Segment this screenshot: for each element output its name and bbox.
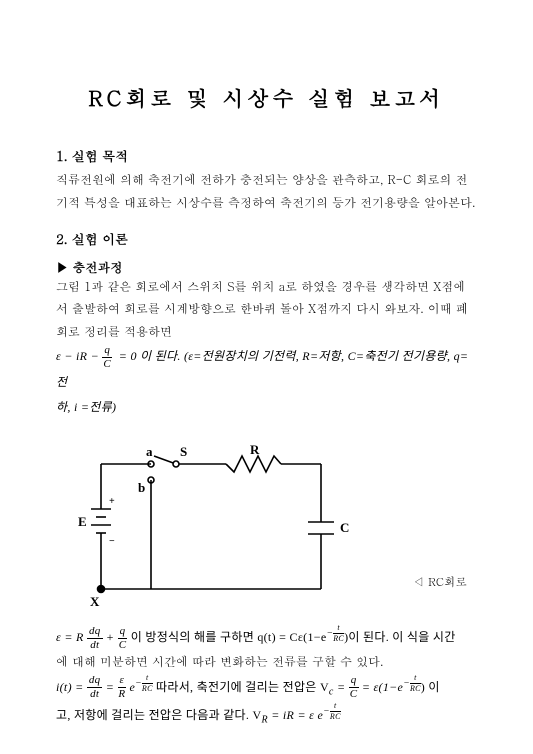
label-R: R bbox=[250, 442, 260, 457]
eq3-tail: ) 이 bbox=[421, 680, 440, 694]
eq2-f1n: dq bbox=[87, 626, 103, 639]
equation2: ε = R dq dt + q C 이 방정식의 해를 구하면 q(t) = C… bbox=[56, 624, 477, 651]
eq3-eq: = bbox=[106, 680, 114, 694]
eq3-f2n: ε bbox=[118, 675, 127, 688]
label-a: a bbox=[146, 444, 153, 459]
eq1-frac-num: q bbox=[102, 345, 112, 358]
circuit-figure: a b S R E C X + − ◁ RC회로 bbox=[56, 434, 477, 614]
eq1-lhs: ε − iR − bbox=[56, 349, 99, 363]
eq3-f2d: R bbox=[118, 688, 127, 700]
circuit-svg: a b S R E C X + − bbox=[56, 434, 366, 609]
eq2-expn: t bbox=[333, 624, 344, 634]
eq2-f2d: C bbox=[118, 639, 128, 651]
eq3-text: 따라서, 축전기에 걸리는 전압은 V bbox=[156, 680, 329, 694]
equation1: ε − iR − q C = 0 이 된다. (ε=전원장치의 기전력, R=저… bbox=[56, 344, 477, 395]
eq4-mid: = iR = ε e bbox=[271, 708, 323, 722]
eq4-sub: R bbox=[261, 714, 267, 725]
eq2-mid: + bbox=[106, 630, 114, 644]
eq2-expd: RC bbox=[333, 634, 344, 643]
eq4-en: t bbox=[330, 702, 341, 712]
eq1-mid: = 0 이 된다. (ε=전원장치의 기전력, R=저항, C=축전기 전기용량… bbox=[56, 349, 468, 389]
label-E: E bbox=[78, 514, 87, 529]
eq1-tail: 하, i =전류) bbox=[56, 395, 477, 420]
eq2-f1d: dt bbox=[87, 639, 103, 651]
eq3-e3n: t bbox=[410, 674, 421, 684]
circuit-caption: ◁ RC회로 bbox=[413, 574, 467, 590]
label-plus: + bbox=[109, 496, 115, 507]
equation3: i(t) = dq dt = ε R e−tRC 따라서, 축전기에 걸리는 전… bbox=[56, 674, 477, 702]
eq3-sub: c bbox=[329, 686, 334, 697]
eq2-line2: 에 대해 미분하면 시간에 따라 변화하는 전류를 구할 수 있다. bbox=[56, 651, 477, 674]
eq3-eq3: = ε(1−e bbox=[362, 680, 403, 694]
eq4-text: 고, 저항에 걸리는 전압은 다음과 같다. V bbox=[56, 708, 261, 722]
eq3-f1d: dt bbox=[87, 688, 103, 700]
eq3-e2d: RC bbox=[142, 684, 153, 693]
label-C: C bbox=[340, 520, 349, 535]
label-S: S bbox=[180, 444, 187, 459]
eq2-pre: ε = R bbox=[56, 630, 84, 644]
eq3-e2n: t bbox=[142, 674, 153, 684]
page-title: RC회로 및 시상수 실험 보고서 bbox=[56, 82, 477, 112]
eq3-f1n: dq bbox=[87, 675, 103, 688]
eq3-f3d: C bbox=[349, 688, 359, 700]
section2-subhead: ▶ 충전과정 bbox=[56, 258, 477, 276]
eq2-tail: )이 된다. 이 식을 시간 bbox=[344, 630, 456, 644]
eq3-e3d: RC bbox=[410, 684, 421, 693]
eq2-text: 이 방정식의 해를 구하면 q(t) = Cε(1−e bbox=[131, 630, 327, 644]
label-minus: − bbox=[109, 536, 115, 547]
eq4-ed: RC bbox=[330, 712, 341, 721]
eq3-f3n: q bbox=[349, 675, 359, 688]
eq2-f2n: q bbox=[118, 626, 128, 639]
eq3-pre: i(t) = bbox=[56, 680, 84, 694]
eq3-eq2: = bbox=[337, 680, 345, 694]
section1-text: 직류전원에 의해 축전기에 전하가 충전되는 양상을 관측하고, R-C 회로의… bbox=[56, 169, 477, 215]
section2-heading: 2. 실험 이론 bbox=[56, 229, 477, 248]
label-X: X bbox=[90, 594, 100, 609]
section1-heading: 1. 실험 목적 bbox=[56, 146, 477, 165]
eq1-frac-den: C bbox=[102, 358, 112, 370]
label-b: b bbox=[138, 480, 145, 495]
equation4: 고, 저항에 걸리는 전압은 다음과 같다. VR = iR = ε e−tRC bbox=[56, 702, 477, 730]
section2-para1: 그림 1과 같은 회로에서 스위치 S를 위치 a로 하였을 경우를 생각하면 … bbox=[56, 276, 477, 344]
